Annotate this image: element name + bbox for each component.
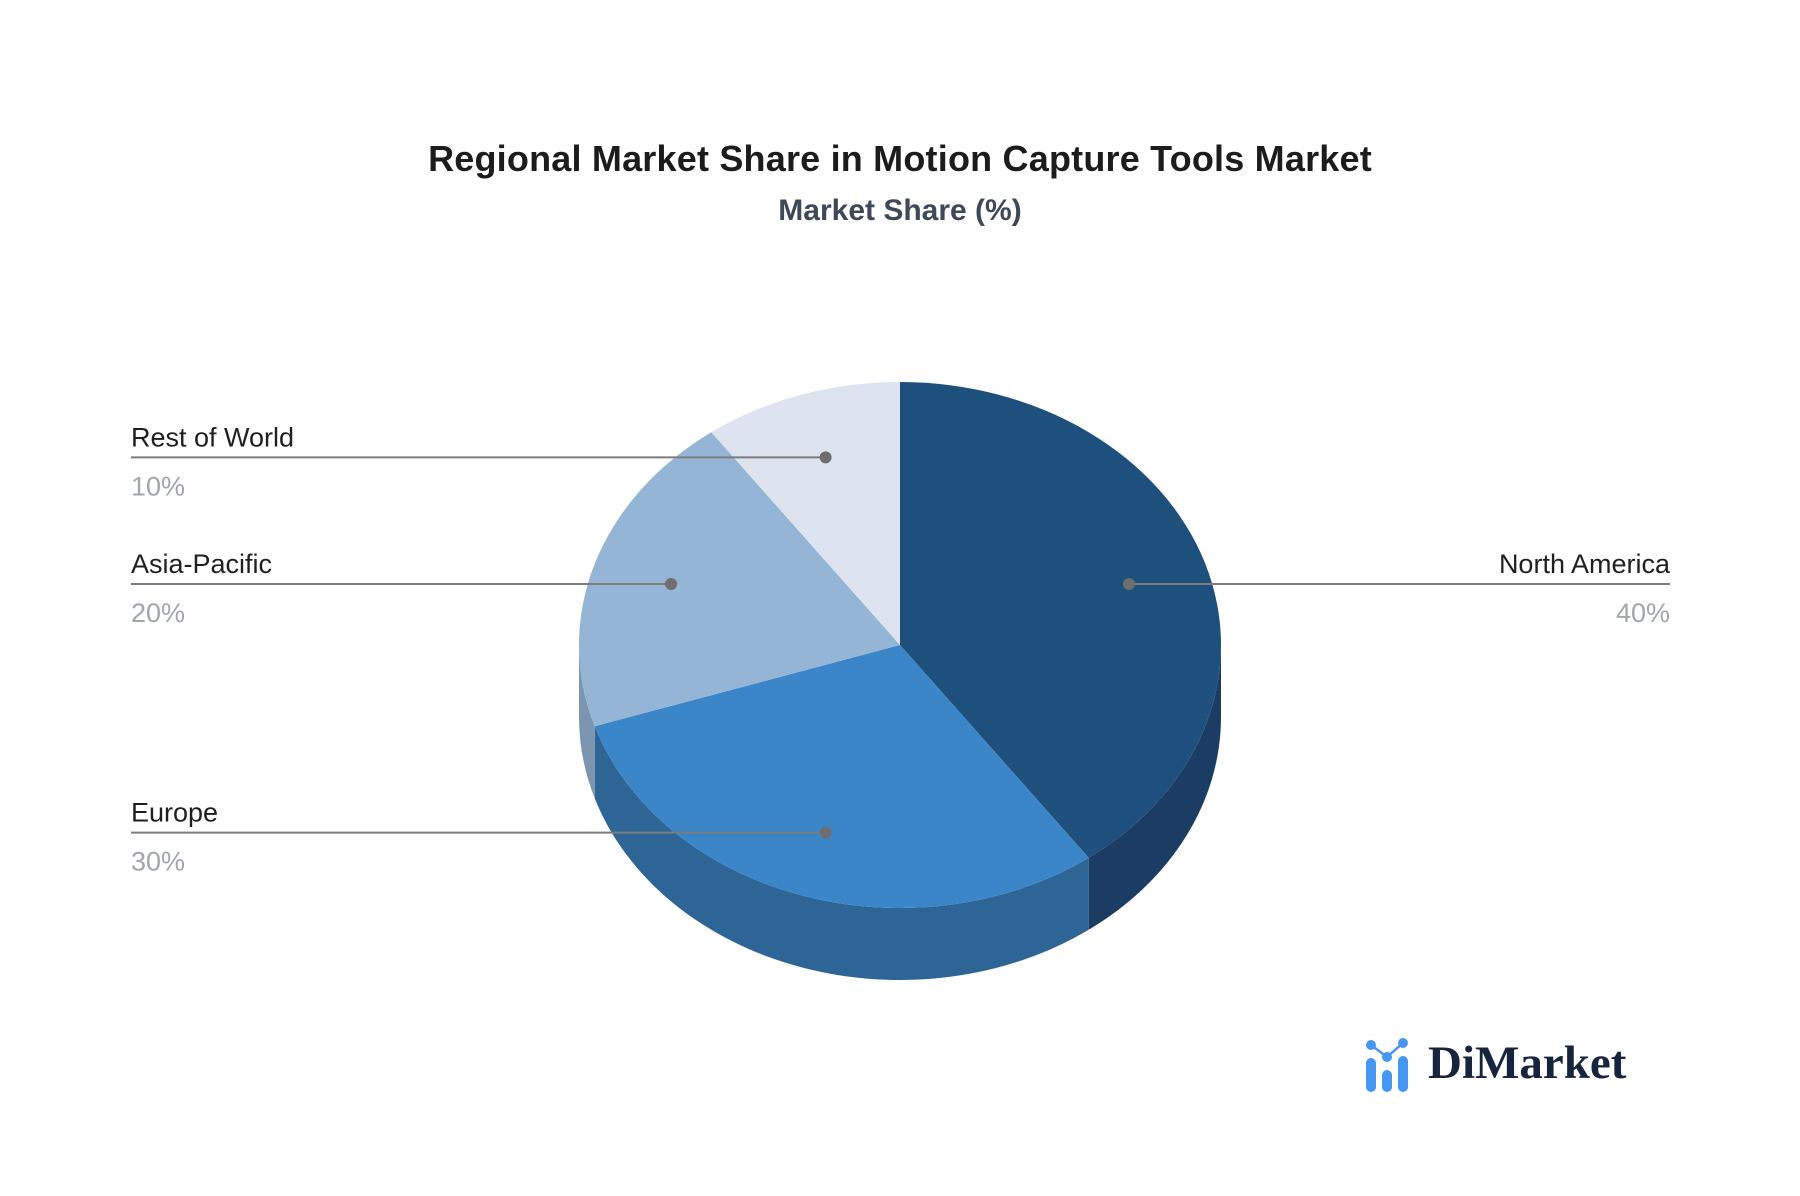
slice-value: 20% [131, 598, 185, 628]
brand-logo: DiMarket [1366, 1034, 1626, 1092]
callout-dot [665, 578, 678, 591]
bar-line-chart-icon [1366, 1038, 1408, 1092]
pie-slice-side [594, 726, 1089, 981]
slice-label: Asia-Pacific [131, 549, 272, 579]
callout-dot [819, 451, 832, 464]
brand-name: DiMarket [1428, 1036, 1627, 1089]
pie-slice-side [1088, 645, 1221, 930]
slice-value: 10% [131, 471, 185, 501]
callout-dot [1122, 578, 1135, 591]
chart-title: Regional Market Share in Motion Capture … [428, 138, 1372, 179]
slice-label: Europe [131, 798, 218, 828]
slice-label: Rest of World [131, 422, 294, 452]
pie-slice [594, 645, 1089, 908]
callout-dot [819, 826, 832, 839]
pie-slice [579, 432, 900, 727]
slice-label: North America [1499, 549, 1671, 579]
pie-slice [711, 382, 900, 645]
slice-value: 30% [131, 847, 185, 877]
chart-subtitle: Market Share (%) [778, 194, 1022, 227]
pie-slice-side [579, 645, 595, 799]
slice-value: 40% [1616, 598, 1670, 628]
pie-slice [900, 382, 1222, 858]
